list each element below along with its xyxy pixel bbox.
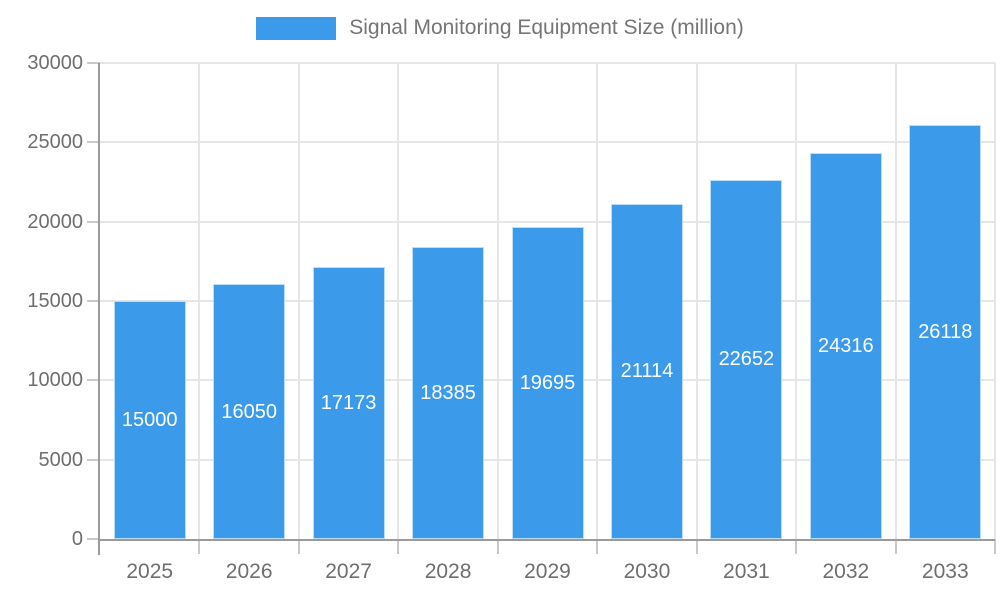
gridline-vertical <box>496 63 499 539</box>
bar: 22652 <box>710 179 783 539</box>
bar-value-label: 16050 <box>221 400 277 423</box>
bar: 24316 <box>809 153 882 539</box>
y-tick-label: 10000 <box>27 369 83 392</box>
y-axis-line <box>98 63 100 555</box>
bar: 15000 <box>113 301 186 539</box>
bar-value-label: 17173 <box>320 391 377 414</box>
y-tick-mark <box>87 379 100 382</box>
x-tick-label: 2033 <box>921 560 969 583</box>
x-tick-mark <box>695 539 698 554</box>
x-tick-mark <box>795 539 798 554</box>
y-tick-label: 30000 <box>27 52 83 74</box>
bar: 18385 <box>412 247 485 539</box>
bar: 16050 <box>213 284 286 539</box>
bar: 19695 <box>511 226 584 539</box>
bar-value-label: 26118 <box>918 320 973 343</box>
bar: 17173 <box>312 266 385 539</box>
bar-value-label: 22652 <box>718 348 775 371</box>
x-tick-label: 2026 <box>225 560 273 583</box>
x-tick-mark <box>397 539 400 554</box>
y-tick-mark <box>87 300 100 302</box>
x-axis-line <box>98 539 995 541</box>
bar-value-label: 21114 <box>620 360 674 383</box>
gridline-horizontal <box>100 62 995 64</box>
legend-swatch <box>256 16 337 40</box>
bar-value-label: 24316 <box>818 335 874 358</box>
y-tick-label: 20000 <box>27 210 83 233</box>
y-tick-mark <box>87 141 100 144</box>
bar-value-label: 18385 <box>420 382 476 405</box>
x-tick-label: 2032 <box>822 560 870 583</box>
x-tick-label: 2031 <box>723 560 770 583</box>
gridline-vertical <box>894 63 897 539</box>
bar: 26118 <box>909 124 982 539</box>
x-tick-label: 2028 <box>424 560 472 583</box>
y-tick-mark <box>87 62 100 64</box>
gridline-vertical <box>695 63 698 539</box>
x-tick-mark <box>297 539 300 554</box>
gridline-vertical <box>596 63 599 539</box>
bar: 21114 <box>610 203 683 539</box>
gridline-horizontal <box>100 141 995 144</box>
x-tick-mark <box>994 539 996 554</box>
gridline-horizontal <box>100 220 995 223</box>
gridline-vertical <box>397 63 400 539</box>
x-tick-label: 2030 <box>623 560 671 583</box>
y-tick-mark <box>87 458 100 461</box>
gridline-vertical <box>994 63 996 539</box>
legend-label: Signal Monitoring Equipment Size (millio… <box>349 16 744 39</box>
y-tick-label: 15000 <box>27 290 83 312</box>
x-tick-mark <box>596 539 599 554</box>
x-tick-mark <box>198 539 201 554</box>
legend[interactable]: Signal Monitoring Equipment Size (millio… <box>0 16 1000 40</box>
y-tick-label: 0 <box>71 528 83 550</box>
x-tick-label: 2029 <box>524 560 571 583</box>
gridline-vertical <box>198 63 201 539</box>
y-tick-mark <box>87 220 100 223</box>
y-tick-mark <box>87 538 100 540</box>
x-tick-label: 2025 <box>126 560 174 583</box>
gridline-vertical <box>297 63 300 539</box>
bar-value-label: 19695 <box>519 371 576 394</box>
x-tick-mark <box>496 539 499 554</box>
y-tick-label: 25000 <box>27 131 83 154</box>
x-tick-mark <box>894 539 897 554</box>
x-tick-label: 2027 <box>325 560 372 583</box>
gridline-vertical <box>795 63 798 539</box>
bar-value-label: 15000 <box>121 409 178 431</box>
y-tick-label: 5000 <box>38 448 84 471</box>
